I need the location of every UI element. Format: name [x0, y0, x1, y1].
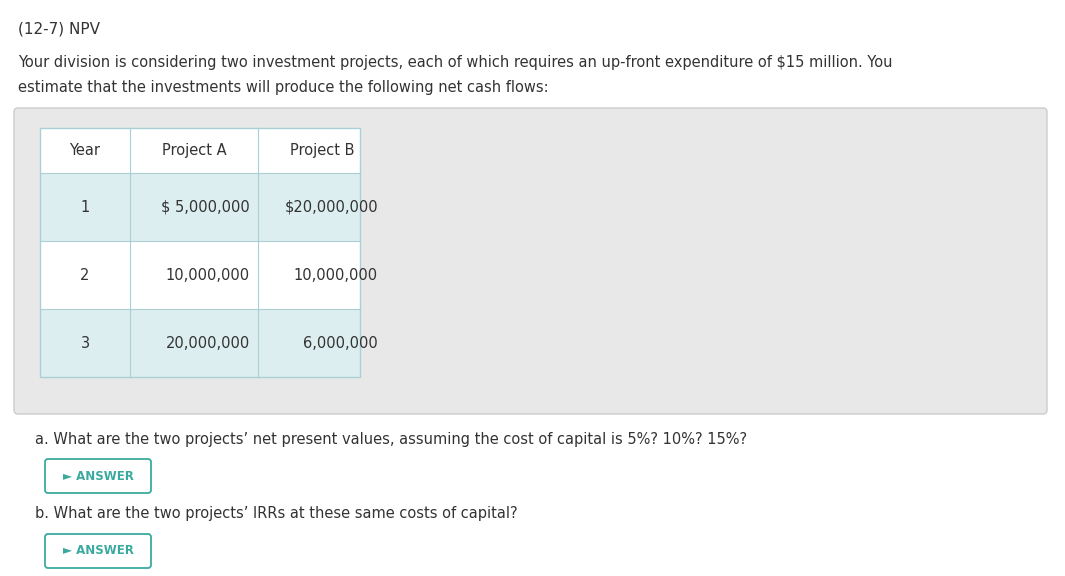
Text: 3: 3 — [81, 335, 89, 351]
Text: Project B: Project B — [290, 143, 355, 158]
Bar — [40, 309, 360, 377]
Text: a. What are the two projects’ net present values, assuming the cost of capital i: a. What are the two projects’ net presen… — [35, 432, 748, 447]
Text: $20,000,000: $20,000,000 — [284, 199, 378, 214]
Text: (12-7) NPV: (12-7) NPV — [18, 22, 100, 37]
Bar — [40, 128, 360, 377]
Text: 10,000,000: 10,000,000 — [166, 267, 250, 282]
Text: 1: 1 — [80, 199, 89, 214]
Text: ► ANSWER: ► ANSWER — [63, 544, 133, 558]
Text: Your division is considering two investment projects, each of which requires an : Your division is considering two investm… — [18, 55, 892, 70]
Text: ► ANSWER: ► ANSWER — [63, 469, 133, 483]
Bar — [40, 173, 360, 241]
Text: b. What are the two projects’ IRRs at these same costs of capital?: b. What are the two projects’ IRRs at th… — [35, 506, 518, 521]
Text: $ 5,000,000: $ 5,000,000 — [161, 199, 250, 214]
FancyBboxPatch shape — [45, 534, 151, 568]
Text: 10,000,000: 10,000,000 — [294, 267, 378, 282]
Text: Year: Year — [69, 143, 100, 158]
FancyBboxPatch shape — [45, 459, 151, 493]
Bar — [40, 241, 360, 309]
Text: 20,000,000: 20,000,000 — [166, 335, 250, 351]
Text: Project A: Project A — [162, 143, 226, 158]
Bar — [40, 128, 360, 173]
FancyBboxPatch shape — [14, 108, 1047, 414]
Text: 6,000,000: 6,000,000 — [304, 335, 378, 351]
Text: estimate that the investments will produce the following net cash flows:: estimate that the investments will produ… — [18, 80, 548, 95]
Text: 2: 2 — [80, 267, 89, 282]
